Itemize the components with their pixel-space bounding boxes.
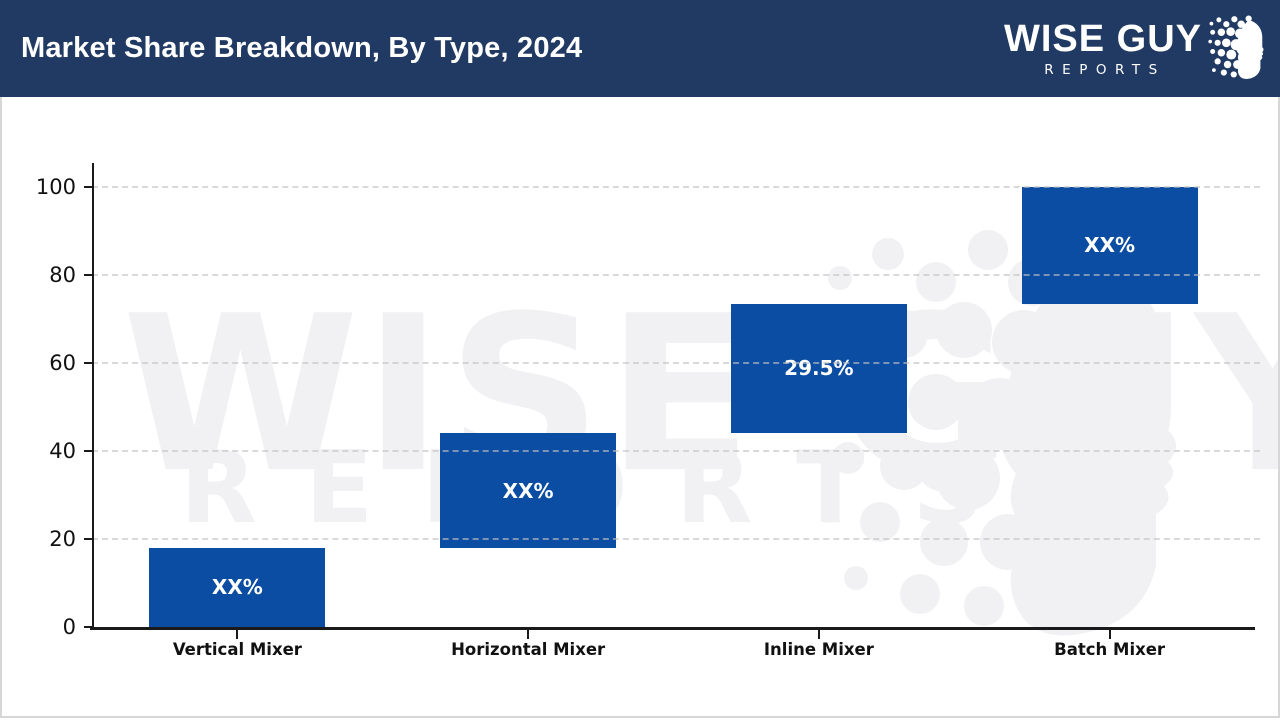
bar-value-label: 29.5% [784,356,854,381]
face-profile-dots-icon [1208,15,1264,79]
bar-value-label: XX% [502,478,554,503]
bars-layer: XX% XX% 29.5% XX% [2,97,1278,716]
wise-guy-reports-logo: WISE GUY REPORTS [1004,6,1266,92]
y-tick-label: 40 [49,439,76,463]
logo-subtitle: REPORTS [1044,61,1166,78]
y-tick-label: 20 [49,527,76,551]
x-tick-mark [527,630,530,639]
x-category-label: Inline Mixer [763,640,874,659]
x-category-label: Horizontal Mixer [451,640,606,659]
bar-horizontal-mixer: XX% [440,433,617,548]
bar-inline-mixer: 29.5% [730,303,907,434]
chart-title: Market Share Breakdown, By Type, 2024 [21,32,583,64]
axes-layer: 0 20 40 60 80 100 Vertical Mixer Horizontal Mix… [2,97,1278,716]
x-tick-mark [817,630,820,639]
y-tick-label: 80 [49,263,76,287]
x-category-label: Vertical Mixer [172,640,302,659]
y-axis-spine [92,163,94,629]
y-tick-label: 0 [62,615,76,639]
y-tick-mark [84,450,93,452]
y-tick-mark [84,274,93,276]
x-category-label: Batch Mixer [1054,640,1166,659]
bar-value-label: XX% [211,575,263,600]
plot-area: WISE GUY REPORTS XX%XX%29.5%XX% [0,97,1280,718]
y-tick-label: 100 [35,175,76,199]
bar-batch-mixer: XX% [1021,187,1198,304]
x-tick-mark [236,630,239,639]
y-tick-label: 60 [49,351,76,375]
y-tick-mark [84,626,93,628]
logo-text: WISE GUY REPORTS [1003,18,1202,78]
header-bar: Market Share Breakdown, By Type, 2024 WI… [0,0,1280,97]
y-tick-mark [84,538,93,540]
y-tick-mark [84,186,93,188]
y-tick-mark [84,362,93,364]
logo-wordmark: WISE GUY [1003,18,1202,61]
bar-vertical-mixer: XX% [149,547,326,627]
x-axis-spine [90,627,1255,630]
bar-value-label: XX% [1084,233,1136,258]
x-tick-mark [1108,630,1111,639]
